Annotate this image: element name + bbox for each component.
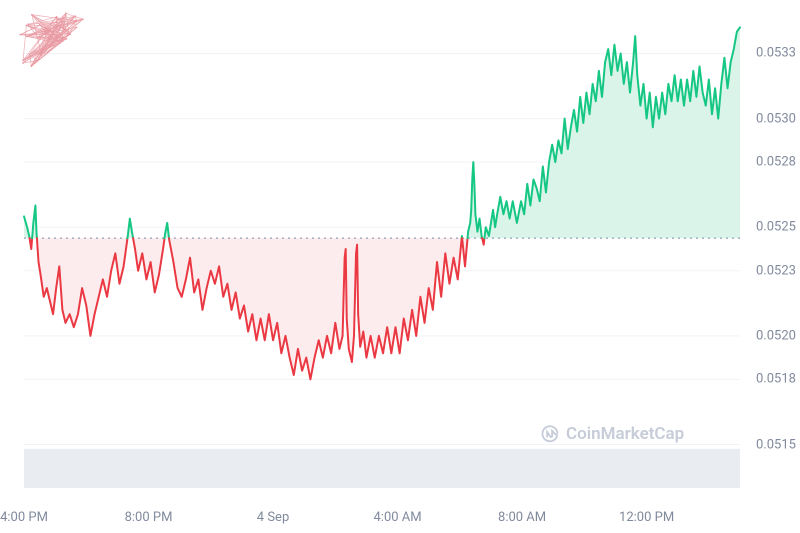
x-tick-label: 4:00 PM <box>0 510 48 525</box>
x-tick-label: 12:00 PM <box>619 510 674 525</box>
chart-svg <box>0 0 800 533</box>
y-tick-label: 0.0533 <box>756 46 796 61</box>
y-tick-label: 0.0528 <box>756 155 796 170</box>
y-tick-label: 0.0518 <box>756 372 796 387</box>
price-chart: CoinMarketCap 0.05150.05180.05200.05230.… <box>0 0 800 533</box>
y-tick-label: 0.0515 <box>756 437 796 452</box>
y-tick-label: 0.0525 <box>756 220 796 235</box>
x-tick-label: 4:00 AM <box>374 510 422 525</box>
y-tick-label: 0.0523 <box>756 263 796 278</box>
x-tick-label: 4 Sep <box>257 510 289 525</box>
logo-scribble-icon <box>16 12 106 67</box>
y-tick-label: 0.0530 <box>756 111 796 126</box>
y-tick-label: 0.0520 <box>756 328 796 343</box>
x-tick-label: 8:00 AM <box>498 510 546 525</box>
x-tick-label: 8:00 PM <box>125 510 173 525</box>
